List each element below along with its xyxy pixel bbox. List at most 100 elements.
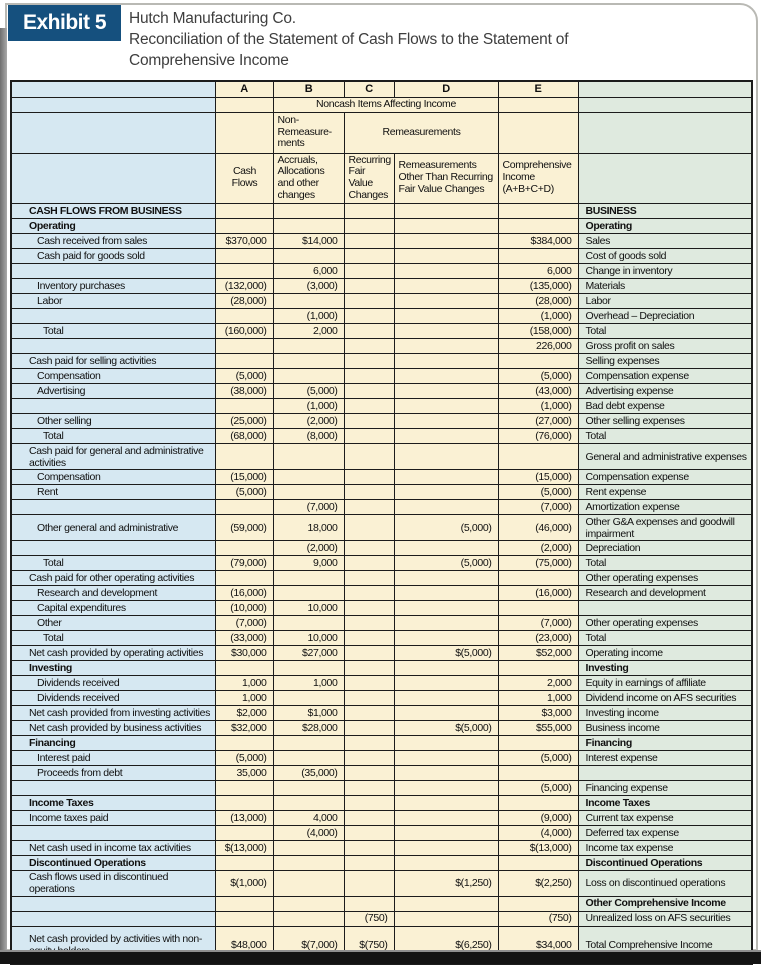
cell-col-d [393, 338, 499, 355]
table-row: Total (79,000) 9,000 (5,000) (75,000) Total [10, 555, 753, 572]
cell-col-a [214, 499, 274, 516]
cell-col-d [393, 218, 499, 235]
table-row: Total (160,000) 2,000 (158,000) Total [10, 323, 753, 340]
cell-col-a [214, 203, 274, 220]
cell-col-e: (7,000) [497, 615, 579, 632]
row-label-right: Loss on discontinued operations [577, 870, 753, 897]
cell-col-a [214, 780, 274, 797]
cell-col-b: $27,000 [272, 645, 345, 662]
cell-col-a [214, 855, 274, 872]
row-label-right: General and administrative expenses [577, 443, 753, 471]
cell-col-d [393, 795, 499, 812]
cell-col-b [272, 368, 345, 385]
header-remeasurements: Remeasurements [343, 111, 499, 154]
cell-col-e: (5,000) [497, 750, 579, 767]
cell-col-e [497, 353, 579, 370]
cell-col-d [393, 705, 499, 722]
cell-col-d [393, 630, 499, 647]
header-left-spacer [10, 80, 216, 98]
cell-col-c [343, 398, 395, 415]
cell-col-c [343, 203, 395, 220]
cell-col-b: $28,000 [272, 720, 345, 737]
cell-col-c [343, 469, 395, 486]
cell-col-b [272, 293, 345, 310]
table-row: Other (7,000) (7,000) Other operating expen… [10, 615, 753, 632]
exhibit-title-line1: Hutch Manufacturing Co. [129, 10, 296, 27]
cell-col-e: 6,000 [497, 263, 579, 280]
cell-col-d [393, 278, 499, 295]
cell-col-b: (5,000) [272, 383, 345, 400]
cell-col-b [272, 855, 345, 872]
cell-col-c [343, 353, 395, 370]
cell-col-a: (79,000) [214, 555, 274, 572]
row-label-left: Proceeds from debt [10, 765, 216, 782]
row-label-left: Other [10, 615, 216, 632]
row-label-right: Rent expense [577, 484, 753, 501]
table-row: Cash paid for selling activities Selling … [10, 353, 753, 370]
cell-col-d [393, 383, 499, 400]
cell-col-e: (5,000) [497, 780, 579, 797]
header-row-column-titles: Cash Flows Accruals, Allocations and oth… [10, 152, 753, 205]
cell-col-c [343, 368, 395, 385]
row-label-left [10, 910, 216, 927]
cell-col-b: (35,000) [272, 765, 345, 782]
row-label-left: Interest paid [10, 750, 216, 767]
row-label-right: Other operating expenses [577, 615, 753, 632]
table-row: Other Comprehensive Income [10, 895, 753, 912]
cell-col-b [272, 218, 345, 235]
cell-col-e [497, 248, 579, 265]
cell-col-d [393, 308, 499, 325]
cell-col-e: (135,000) [497, 278, 579, 295]
cell-col-b: 10,000 [272, 600, 345, 617]
cell-col-d [393, 825, 499, 842]
cell-col-a [214, 218, 274, 235]
cell-col-c [343, 630, 395, 647]
table-row: Dividends received 1,000 1,000 Dividend inc… [10, 690, 753, 707]
cell-col-b [272, 780, 345, 797]
cell-col-e: (1,000) [497, 308, 579, 325]
row-label-left: Other general and administrative [10, 514, 216, 542]
cell-col-a: (160,000) [214, 323, 274, 340]
cell-col-a: (5,000) [214, 484, 274, 501]
cell-col-b [272, 895, 345, 912]
cell-col-d [393, 615, 499, 632]
cell-col-d [393, 484, 499, 501]
header-non-remeasurements: Non- Remeasure- ments [272, 111, 345, 154]
cell-col-c [343, 795, 395, 812]
row-label-left: Research and development [10, 585, 216, 602]
cell-col-d [393, 323, 499, 340]
cell-col-a: (15,000) [214, 469, 274, 486]
table-row: Dividends received 1,000 1,000 2,000 Equity … [10, 675, 753, 692]
cell-col-e [497, 895, 579, 912]
cell-col-b: (7,000) [272, 499, 345, 516]
cell-col-a: $370,000 [214, 233, 274, 250]
row-label-right: Overhead – Depreciation [577, 308, 753, 325]
cell-col-b: 10,000 [272, 630, 345, 647]
row-label-right: Total [577, 555, 753, 572]
row-label-left [10, 540, 216, 557]
header-cash-flows: Cash Flows [214, 152, 274, 205]
row-label-right: Operating income [577, 645, 753, 662]
table-row: (5,000) Financing expense [10, 780, 753, 797]
cell-col-d [393, 203, 499, 220]
row-label-left: Inventory purchases [10, 278, 216, 295]
cell-col-c [343, 233, 395, 250]
cell-col-a: (13,000) [214, 810, 274, 827]
cell-col-d: (5,000) [393, 555, 499, 572]
table-row: Net cash provided by operating activitie… [10, 645, 753, 662]
table-row: Other general and administrative (59,000)… [10, 514, 753, 542]
row-label-right: Current tax expense [577, 810, 753, 827]
cell-col-d: $(1,250) [393, 870, 499, 897]
row-label-left: Cash received from sales [10, 233, 216, 250]
row-label-left [10, 499, 216, 516]
cell-col-a: (7,000) [214, 615, 274, 632]
cell-col-e: (15,000) [497, 469, 579, 486]
cell-col-a: (5,000) [214, 750, 274, 767]
table-row: (7,000) (7,000) Amortization expense [10, 499, 753, 516]
cell-col-d [393, 810, 499, 827]
cell-col-d [393, 570, 499, 587]
row-label-left: Cash paid for goods sold [10, 248, 216, 265]
cell-col-d: $(5,000) [393, 645, 499, 662]
row-label-right: Compensation expense [577, 469, 753, 486]
row-label-right: Discontinued Operations [577, 855, 753, 872]
